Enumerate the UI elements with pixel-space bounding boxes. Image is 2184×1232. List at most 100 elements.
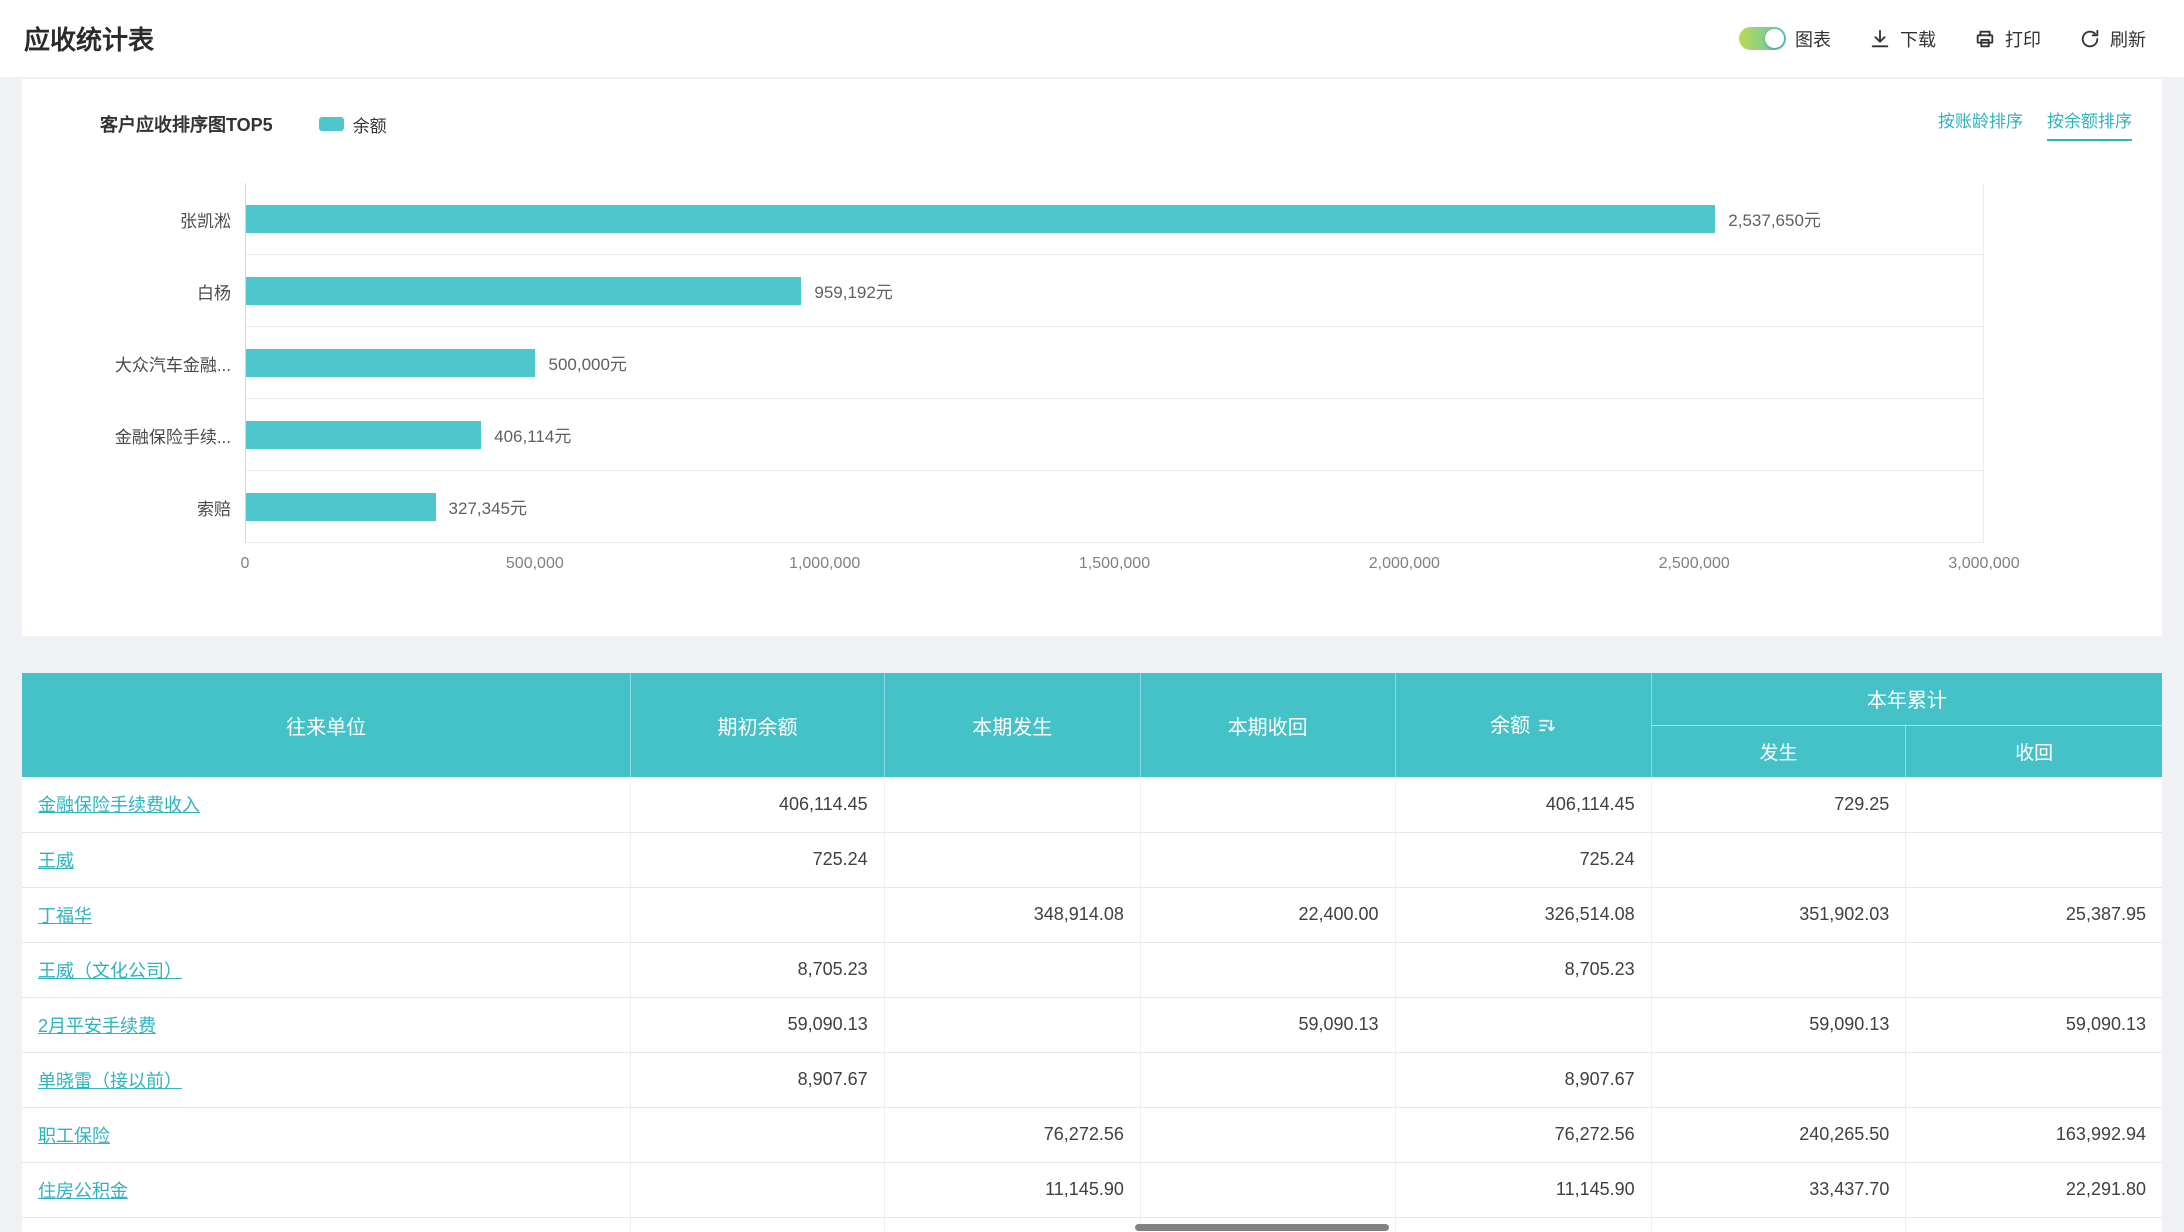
cell-year-occurred: 729.25 xyxy=(1651,777,1907,833)
cell-counterparty: 2月平安手续费 xyxy=(22,997,632,1053)
cell-counterparty: 丁福华 xyxy=(22,887,632,943)
chart-toggle-control: 图表 xyxy=(1739,26,1831,52)
cell-balance: 11,145.90 xyxy=(1395,1162,1652,1218)
cell-counterparty xyxy=(22,1217,632,1232)
horizontal-scrollbar-thumb[interactable] xyxy=(1135,1224,1389,1231)
cell-recovered xyxy=(1140,1052,1396,1108)
cell-recovered: 22,400.00 xyxy=(1140,887,1396,943)
bar-value-label: 406,114元 xyxy=(494,427,572,446)
bar-row: 500,000元 xyxy=(246,327,1983,399)
cell-opening xyxy=(630,1162,885,1218)
chart-grid: 2,537,650元 959,192元 500,000元 406,114元 32… xyxy=(245,183,1984,543)
cell-opening: 8,907.67 xyxy=(630,1052,885,1108)
table-header: 往来单位 期初余额 本期发生 本期收回 余额 本年累计 发生 收回 xyxy=(22,673,2162,777)
cell-year-occurred xyxy=(1651,1052,1907,1108)
topbar-controls: 图表 下载 打印 刷新 xyxy=(1739,26,2146,52)
cell-year-recovered xyxy=(1905,777,2162,833)
print-button[interactable]: 打印 xyxy=(1974,26,2041,52)
table-row-partial xyxy=(22,1217,2162,1232)
chart-card: 客户应收排序图TOP5 余额 按账龄排序 按余额排序 张凯淞 白杨 大众汽车金融… xyxy=(22,79,2162,636)
tab-sort-by-balance[interactable]: 按余额排序 xyxy=(2047,107,2132,141)
toggle-knob xyxy=(1765,29,1784,48)
x-tick: 3,000,000 xyxy=(1948,555,2020,572)
cell-occurred xyxy=(884,942,1141,998)
cell-balance: 326,514.08 xyxy=(1395,887,1652,943)
bar-chart: 张凯淞 白杨 大众汽车金融... 金融保险手续... 索赔 2,537,650元… xyxy=(22,183,2162,579)
cell-year-recovered xyxy=(1905,1052,2162,1108)
tab-sort-by-aging[interactable]: 按账龄排序 xyxy=(1938,112,2023,131)
cell-recovered xyxy=(1140,1162,1396,1218)
counterparty-link[interactable]: 职工保险 xyxy=(38,1125,110,1146)
cell-balance xyxy=(1395,997,1652,1053)
download-button[interactable]: 下载 xyxy=(1869,26,1936,52)
bar-value-label: 327,345元 xyxy=(448,499,527,518)
counterparty-link[interactable]: 王威 xyxy=(38,850,74,871)
cell-year-recovered xyxy=(1905,942,2162,998)
refresh-icon xyxy=(2079,28,2101,50)
bar-row: 2,537,650元 xyxy=(246,183,1983,255)
cell-recovered xyxy=(1140,832,1396,888)
col-header-year-occurred: 发生 xyxy=(1651,725,1907,777)
cell-opening: 8,705.23 xyxy=(630,942,885,998)
x-tick: 0 xyxy=(240,555,250,572)
cell-balance: 725.24 xyxy=(1395,832,1652,888)
chart-toggle[interactable] xyxy=(1739,27,1786,50)
cell-year-recovered: 22,291.80 xyxy=(1905,1162,2162,1218)
x-tick: 1,500,000 xyxy=(1078,555,1151,572)
bar xyxy=(246,420,482,449)
bar-row: 406,114元 xyxy=(246,399,1983,471)
col-header-current-recovered: 本期收回 xyxy=(1140,673,1396,777)
cell-balance: 76,272.56 xyxy=(1395,1107,1652,1163)
chart-toggle-label: 图表 xyxy=(1795,29,1831,50)
col-header-balance: 余额 xyxy=(1395,673,1652,777)
cell-counterparty: 王威 xyxy=(22,832,632,888)
page-title: 应收统计表 xyxy=(24,25,155,55)
sort-descending-icon[interactable] xyxy=(1537,716,1556,741)
chart-plot-area: 2,537,650元 959,192元 500,000元 406,114元 32… xyxy=(241,183,2020,579)
cell-counterparty: 住房公积金 xyxy=(22,1162,632,1218)
cell-opening xyxy=(630,1217,885,1232)
counterparty-link[interactable]: 单晓雷（接以前） xyxy=(38,1070,182,1091)
bar xyxy=(246,492,436,521)
chart-category-axis: 张凯淞 白杨 大众汽车金融... 金融保险手续... 索赔 xyxy=(22,183,245,579)
bar-value-label: 959,192元 xyxy=(814,283,893,302)
download-icon xyxy=(1869,28,1891,50)
bar-value-label: 500,000元 xyxy=(548,355,627,374)
col-header-year-recovered: 收回 xyxy=(1905,725,2162,777)
chart-legend[interactable]: 余额 xyxy=(318,112,387,137)
cell-year-occurred: 59,090.13 xyxy=(1651,997,1907,1053)
cell-recovered xyxy=(1140,942,1396,998)
legend-swatch xyxy=(318,117,344,131)
cell-year-occurred: 33,437.70 xyxy=(1651,1162,1907,1218)
counterparty-link[interactable]: 丁福华 xyxy=(38,905,92,926)
cell-year-occurred xyxy=(1651,942,1907,998)
cell-opening: 725.24 xyxy=(630,832,885,888)
refresh-label: 刷新 xyxy=(2110,29,2146,50)
table-row: 单晓雷（接以前） 8,907.67 8,907.67 xyxy=(22,1052,2162,1108)
cell-occurred xyxy=(884,1052,1141,1108)
legend-label: 余额 xyxy=(352,116,387,136)
bar-value-label: 2,537,650元 xyxy=(1728,211,1821,230)
cell-balance xyxy=(1395,1217,1652,1232)
bar-row: 959,192元 xyxy=(246,255,1983,327)
counterparty-link[interactable]: 住房公积金 xyxy=(38,1180,128,1201)
col-header-counterparty: 往来单位 xyxy=(22,673,632,777)
refresh-button[interactable]: 刷新 xyxy=(2079,26,2146,52)
cell-counterparty: 王威（文化公司） xyxy=(22,942,632,998)
cell-year-recovered xyxy=(1906,1217,2162,1232)
cell-opening: 59,090.13 xyxy=(630,997,885,1053)
print-label: 打印 xyxy=(2005,29,2041,50)
counterparty-link[interactable]: 王威（文化公司） xyxy=(38,960,182,981)
receivables-table: 往来单位 期初余额 本期发生 本期收回 余额 本年累计 发生 收回 金融保险手续… xyxy=(22,673,2162,1232)
counterparty-link[interactable]: 金融保险手续费收入 xyxy=(38,795,200,816)
table-row: 职工保险 76,272.56 76,272.56 240,265.50 163,… xyxy=(22,1107,2162,1163)
table-row: 丁福华 348,914.08 22,400.00 326,514.08 351,… xyxy=(22,887,2162,943)
category-label: 白杨 xyxy=(197,283,231,303)
cell-year-recovered: 163,992.94 xyxy=(1905,1107,2162,1163)
col-header-opening-balance: 期初余额 xyxy=(630,673,885,777)
counterparty-link[interactable]: 2月平安手续费 xyxy=(38,1015,157,1036)
cell-year-occurred: 351,902.03 xyxy=(1651,887,1907,943)
cell-year-occurred xyxy=(1651,1217,1907,1232)
table-row: 住房公积金 11,145.90 11,145.90 33,437.70 22,2… xyxy=(22,1162,2162,1218)
bar xyxy=(246,276,802,305)
